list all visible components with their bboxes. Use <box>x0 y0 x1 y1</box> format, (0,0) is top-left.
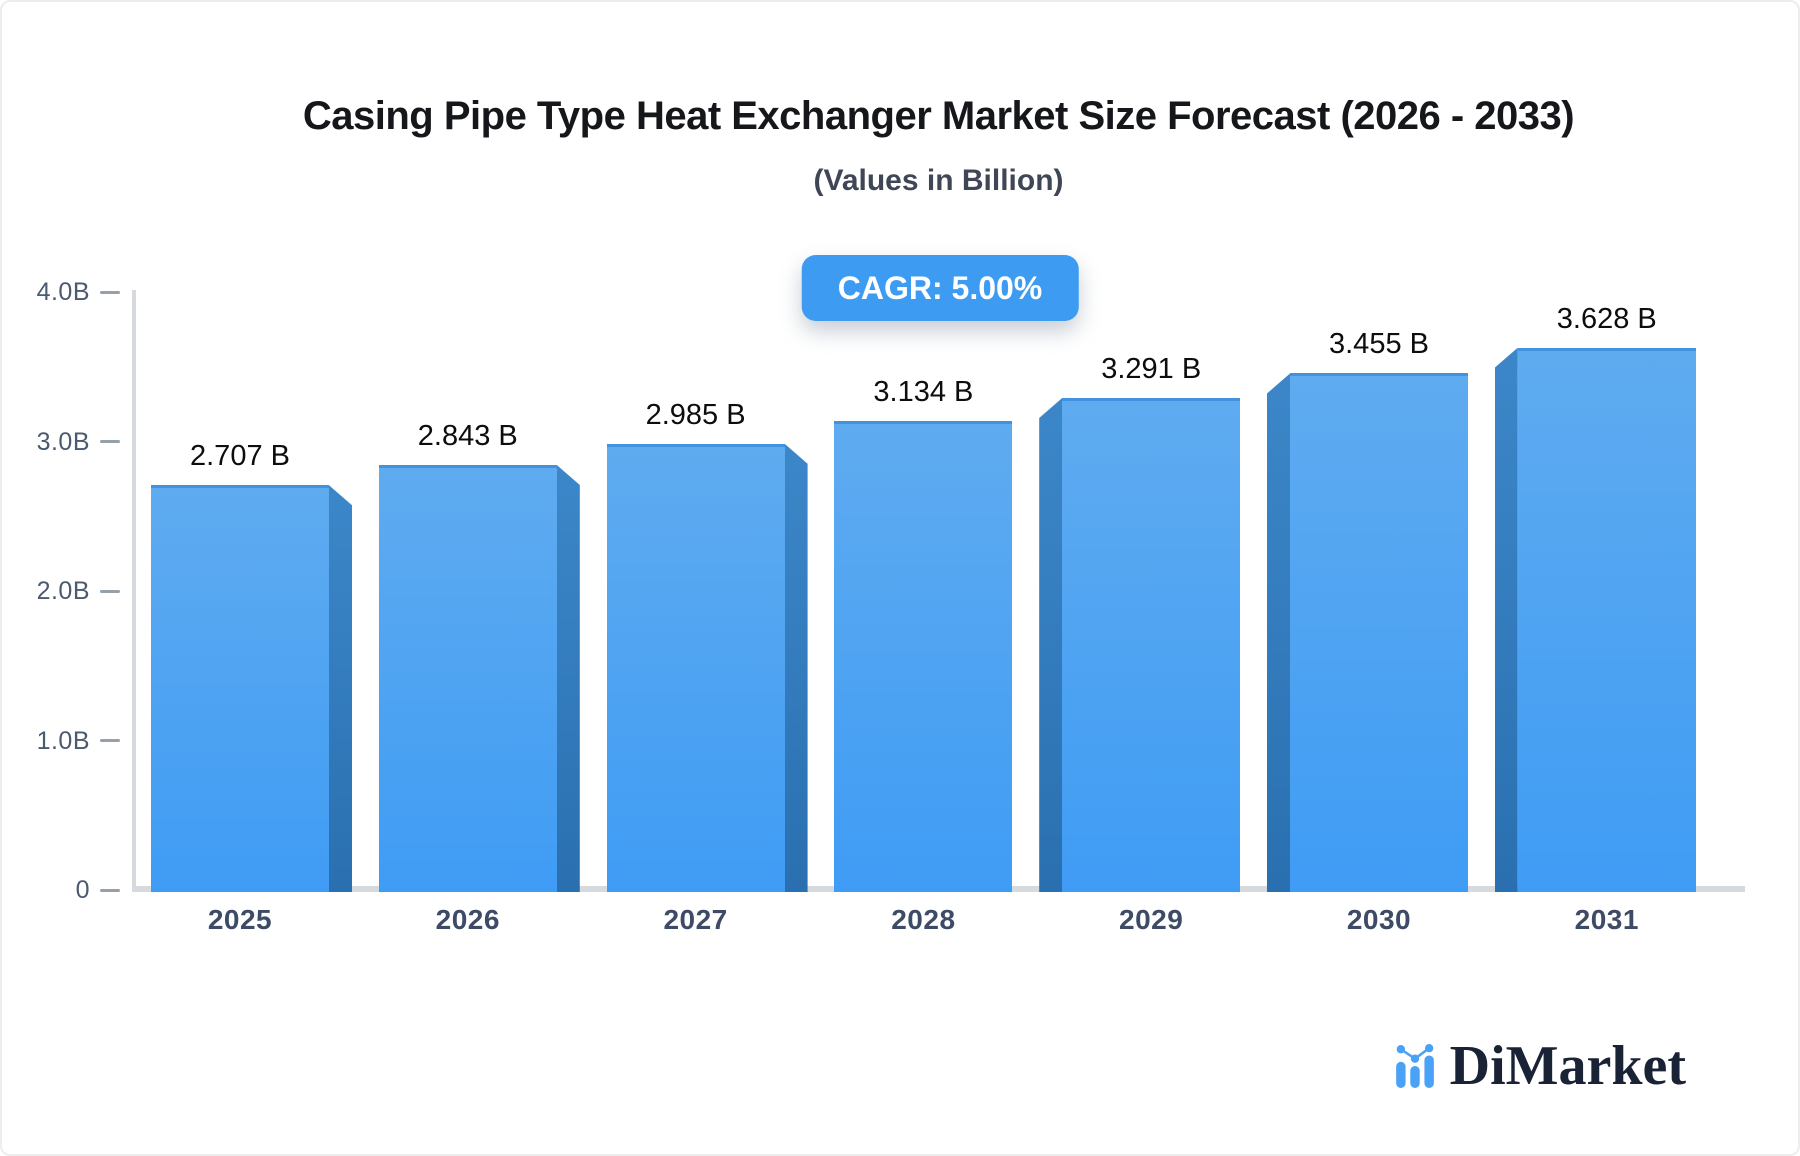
bar-side-face <box>556 464 580 892</box>
bar-side-face <box>1494 347 1518 892</box>
x-axis-label: 2026 <box>435 904 500 935</box>
y-axis-tick-mark <box>100 739 120 742</box>
bar-value-label: 3.455 B <box>1329 328 1429 361</box>
y-axis-tick-label: 0 <box>75 876 90 904</box>
chart-title: Casing Pipe Type Heat Exchanger Market S… <box>302 94 1575 138</box>
x-axis-label: 2025 <box>207 904 273 935</box>
x-axis-label: 2028 <box>891 904 956 935</box>
x-axis-label: 2029 <box>1119 904 1184 935</box>
bar-value-label: 3.291 B <box>1101 352 1202 385</box>
bar-2030 <box>1290 373 1468 892</box>
bar-2029 <box>1062 397 1241 892</box>
bar-value-label: 2.707 B <box>190 440 290 473</box>
y-axis-tick-mark <box>100 589 120 593</box>
bar-side-face <box>329 485 352 892</box>
y-axis-tick-mark <box>100 290 120 294</box>
bar-side-face <box>1039 397 1063 892</box>
y-axis-tick-label: 3.0B <box>36 427 90 456</box>
cagr-badge: CAGR: 5.00% <box>801 255 1079 321</box>
bar-chart-trend-icon <box>1395 1044 1434 1088</box>
bar-value-label: 3.134 B <box>873 376 974 409</box>
y-axis-tick-label: 1.0B <box>36 726 90 755</box>
bar-2027 <box>606 443 785 892</box>
x-axis-label: 2030 <box>1346 904 1412 935</box>
bar-2025 <box>151 485 329 892</box>
y-axis-tick-mark <box>100 440 120 443</box>
bar-side-face <box>784 443 808 892</box>
bar-side-face <box>1267 373 1290 892</box>
bar-2031 <box>1517 347 1696 892</box>
y-axis-tick-mark <box>100 888 120 892</box>
brand-logo: DiMarket <box>1395 1038 1686 1094</box>
bar-value-label: 3.628 B <box>1556 302 1657 335</box>
bar-value-label: 2.985 B <box>645 398 746 431</box>
bar-value-label: 2.843 B <box>417 419 518 452</box>
bar-2026 <box>378 464 557 892</box>
y-axis-tick-label: 4.0B <box>36 278 90 306</box>
chart-subtitle: (Values in Billion) <box>813 164 1064 197</box>
bar-2028 <box>834 421 1013 892</box>
y-axis-line <box>132 290 136 892</box>
cagr-badge-label: CAGR: 5.00% <box>837 270 1043 306</box>
y-axis-tick-label: 2.0B <box>36 577 90 605</box>
x-axis-label: 2027 <box>663 904 728 935</box>
brand-name: DiMarket <box>1449 1035 1686 1097</box>
x-axis-label: 2031 <box>1574 904 1639 935</box>
